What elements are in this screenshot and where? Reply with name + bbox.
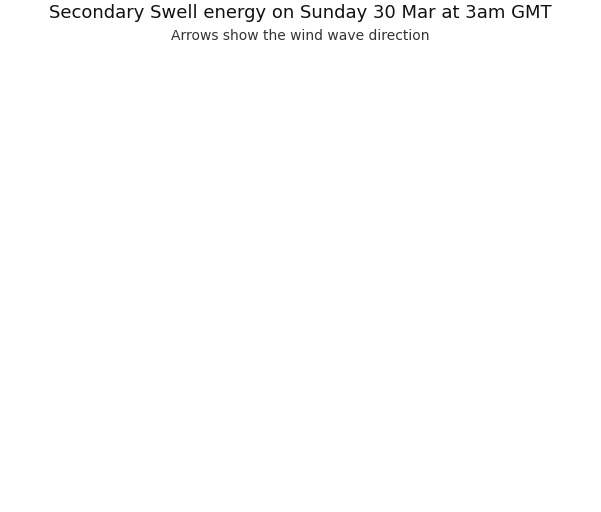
Text: Secondary Swell energy on Sunday 30 Mar at 3am GMT: Secondary Swell energy on Sunday 30 Mar … bbox=[49, 4, 552, 22]
Text: Arrows show the wind wave direction: Arrows show the wind wave direction bbox=[171, 29, 430, 43]
